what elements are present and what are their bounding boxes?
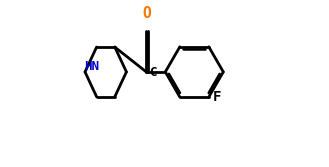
Text: O: O: [143, 6, 151, 21]
Text: HN: HN: [84, 60, 99, 73]
Text: C: C: [149, 66, 156, 79]
Text: F: F: [213, 90, 221, 104]
